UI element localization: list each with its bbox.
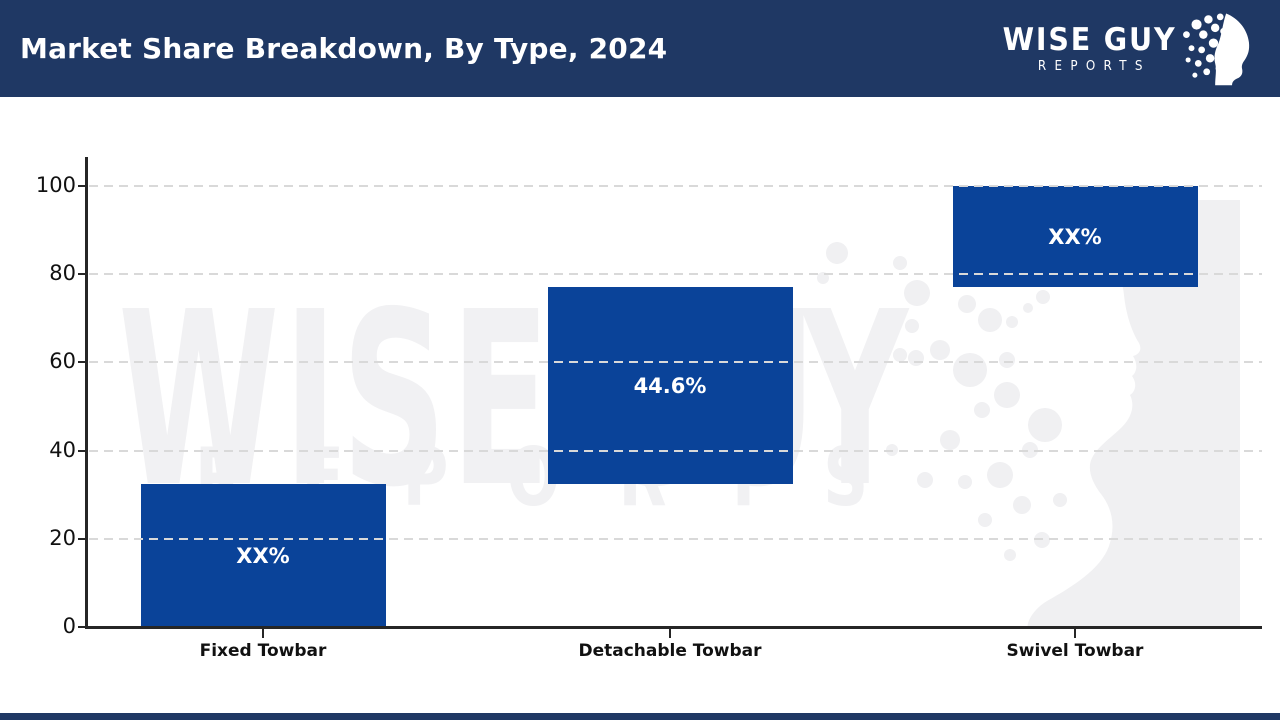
- bar-value-label: 44.6%: [633, 373, 707, 398]
- logo-subtext: REPORTS: [1037, 58, 1151, 74]
- y-tick-label: 0: [62, 614, 76, 638]
- gridline-y100: [89, 185, 1262, 187]
- x-category-label: Fixed Towbar: [199, 641, 327, 661]
- y-tick-label: 40: [49, 437, 76, 462]
- logo-face-icon: [1183, 13, 1250, 85]
- x-category-label: Detachable Towbar: [578, 641, 762, 661]
- y-tick-mark: [78, 626, 88, 628]
- y-tick-label: 60: [49, 349, 76, 374]
- y-tick-label: 100: [35, 173, 76, 197]
- gridline-y80: [89, 273, 1262, 276]
- x-tick-mark: [262, 629, 264, 638]
- y-tick-mark: [78, 273, 88, 276]
- gridline-y20: [89, 537, 1262, 540]
- page-title: Market Share Breakdown, By Type, 2024: [20, 32, 668, 65]
- y-tick-label: 80: [49, 261, 76, 286]
- x-axis-spine: [85, 626, 1262, 629]
- logo: WISE GUY REPORTS: [995, 9, 1254, 89]
- bar-value-label: XX%: [1048, 224, 1102, 249]
- gridline-y40: [89, 449, 1262, 452]
- logo-wordmark: WISE GUY: [1002, 21, 1177, 58]
- bar-detachable-towbar: 44.6%: [547, 287, 793, 485]
- bar-fixed-towbar: XX%: [140, 484, 386, 627]
- y-axis-spine: [85, 157, 88, 629]
- x-tick-mark: [669, 629, 671, 638]
- logo-text: WISE GUY REPORTS: [995, 21, 1184, 74]
- y-tick-label: 20: [49, 525, 76, 550]
- gridline-y60: [89, 361, 1262, 364]
- y-tick-mark: [78, 537, 88, 540]
- y-tick-mark: [78, 361, 88, 364]
- y-tick-mark: [78, 185, 88, 187]
- header-bar: Market Share Breakdown, By Type, 2024 WI…: [0, 0, 1280, 97]
- x-category-label: Swivel Towbar: [1006, 641, 1144, 661]
- footer-bar: [0, 713, 1280, 720]
- y-tick-mark: [78, 449, 88, 452]
- bar-value-label: XX%: [236, 543, 290, 568]
- x-tick-mark: [1074, 629, 1076, 638]
